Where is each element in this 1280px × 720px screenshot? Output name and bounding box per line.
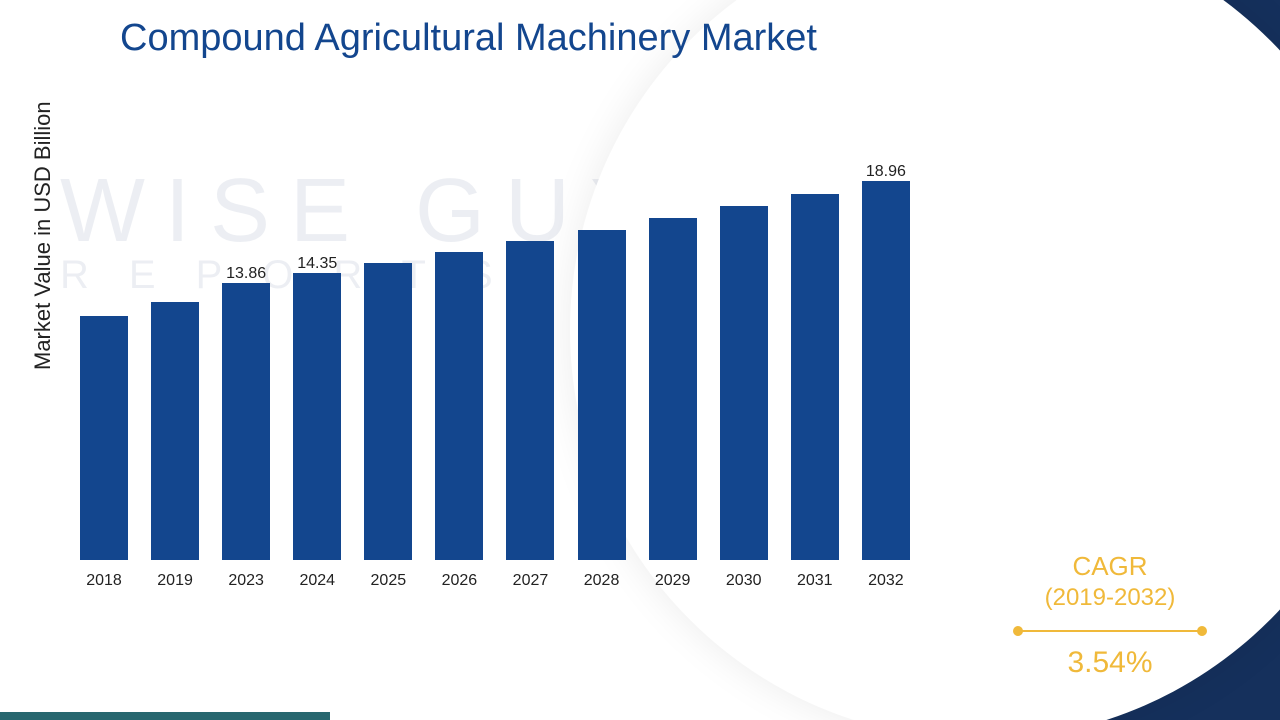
bar [293, 273, 341, 560]
bar-wrap [435, 160, 483, 560]
brand-line1: WISE GUY [1054, 28, 1252, 62]
bar [720, 206, 768, 560]
bar [80, 316, 128, 560]
x-tick: 2028 [578, 572, 626, 590]
bar-chart: 13.86 14.35 18.96 2018 2019 2023 2024 2025 2026… [80, 160, 910, 590]
cagr-value: 3.54% [1000, 646, 1220, 680]
bar [151, 302, 199, 560]
bar [506, 241, 554, 560]
footer-accent-bar [0, 712, 330, 720]
x-tick: 2023 [222, 572, 270, 590]
x-tick: 2030 [720, 572, 768, 590]
x-tick: 2029 [649, 572, 697, 590]
bar-wrap: 18.96 [862, 160, 910, 560]
cagr-dot-left [1013, 626, 1023, 636]
bar-wrap [791, 160, 839, 560]
y-axis-label: Market Value in USD Billion [30, 101, 56, 370]
x-axis: 2018 2019 2023 2024 2025 2026 2027 2028 2029 2030… [80, 572, 910, 590]
x-tick: 2026 [435, 572, 483, 590]
cagr-rule [1015, 630, 1205, 632]
bar-wrap [649, 160, 697, 560]
bar [578, 230, 626, 560]
x-tick: 2031 [791, 572, 839, 590]
bar-wrap [720, 160, 768, 560]
x-tick: 2018 [80, 572, 128, 590]
bar-wrap: 13.86 [222, 160, 270, 560]
bar-value-label: 18.96 [866, 163, 906, 181]
bar-wrap [578, 160, 626, 560]
chart-title: Compound Agricultural Machinery Market [120, 15, 817, 63]
bar [435, 252, 483, 560]
bar-wrap [364, 160, 412, 560]
x-tick: 2024 [293, 572, 341, 590]
bar [862, 181, 910, 560]
x-tick: 2025 [364, 572, 412, 590]
bar-wrap: 14.35 [293, 160, 341, 560]
bar-value-label: 13.86 [226, 265, 266, 283]
bar [222, 283, 270, 560]
bar-wrap [80, 160, 128, 560]
cagr-dot-right [1197, 626, 1207, 636]
bar-value-label: 14.35 [297, 255, 337, 273]
stage: WISE GUY REPORTS Compound Agricultural M… [0, 0, 1280, 720]
cagr-block: CAGR (2019-2032) 3.54% [1000, 551, 1220, 680]
x-tick: 2027 [506, 572, 554, 590]
bar [791, 194, 839, 560]
bar-wrap [506, 160, 554, 560]
brand-logo: WISE GUY REPORTS [1054, 28, 1252, 80]
x-tick: 2032 [862, 572, 910, 590]
x-tick: 2019 [151, 572, 199, 590]
bar [649, 218, 697, 560]
bars-container: 13.86 14.35 18.96 [80, 160, 910, 560]
bar [364, 263, 412, 560]
cagr-range: (2019-2032) [1000, 584, 1220, 612]
bar-wrap [151, 160, 199, 560]
brand-line2: REPORTS [1054, 64, 1252, 80]
cagr-label: CAGR [1000, 551, 1220, 582]
